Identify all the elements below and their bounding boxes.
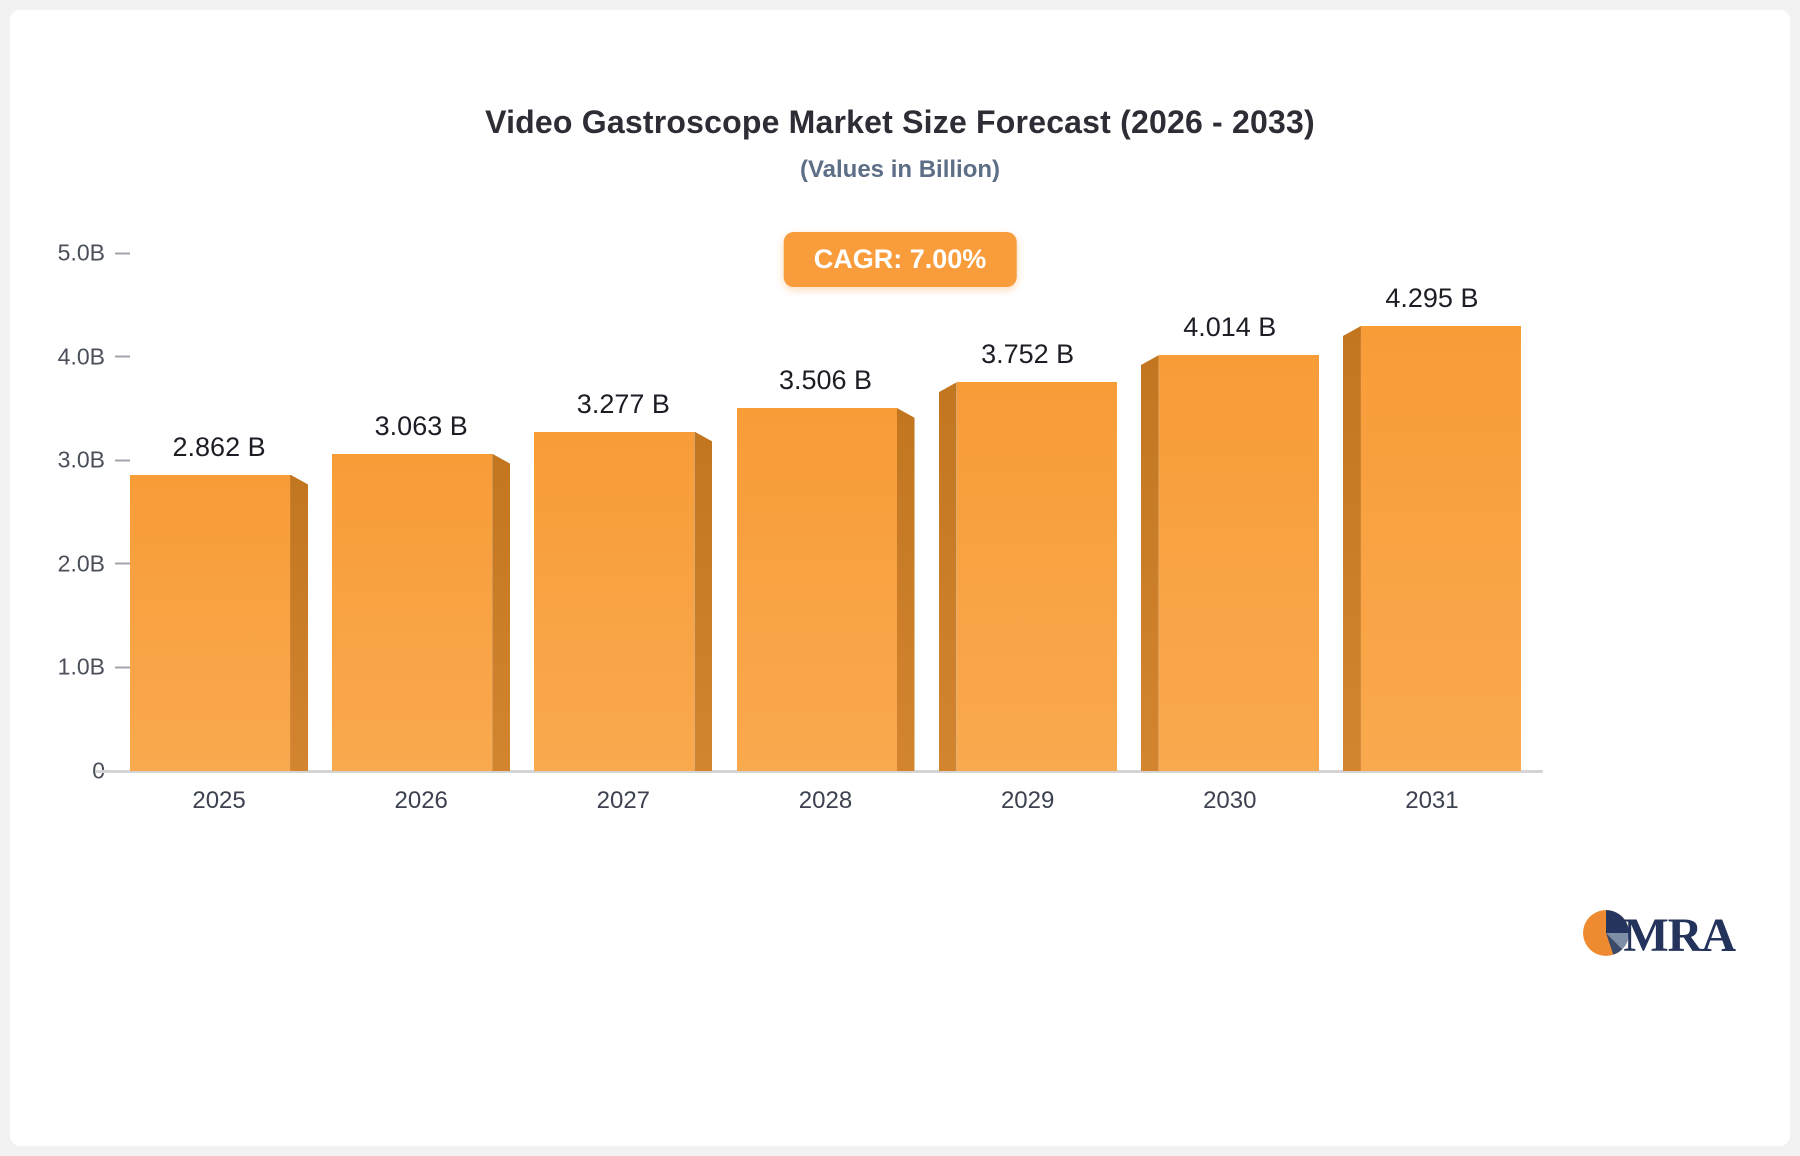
cagr-badge: CAGR: 7.00% <box>783 232 1017 287</box>
y-axis: 5.0B 4.0B 3.0B 2.0B 1.0B 0 <box>40 240 130 784</box>
y-tick: 5.0B <box>58 240 130 267</box>
tick-mark <box>115 459 130 462</box>
bar-face <box>534 431 695 771</box>
y-tick: 4.0B <box>58 343 130 370</box>
logo-pie-icon <box>1581 908 1631 963</box>
bar-value-label: 2.862 B <box>172 431 266 462</box>
bar-value-label: 3.506 B <box>778 364 873 395</box>
chart-subtitle: (Values in Billion) <box>799 156 1001 183</box>
bar-2028 <box>736 407 915 771</box>
bar-side-shade <box>1140 355 1159 771</box>
y-tick: 3.0B <box>58 447 130 474</box>
bar-value-label: 3.277 B <box>576 388 670 419</box>
x-axis-label: 2028 <box>798 787 853 814</box>
bar-value-label: 3.752 B <box>981 339 1075 370</box>
x-axis-label: 2025 <box>192 787 246 814</box>
tick-mark <box>115 252 130 254</box>
bar-2027 <box>534 431 713 771</box>
bar-side-shade <box>694 431 713 771</box>
y-tick-label: 1.0B <box>57 653 105 680</box>
y-tick-label: 2.0B <box>57 550 105 577</box>
bar-group-2025: 2.862 B 2025 <box>130 253 309 814</box>
x-axis-label: 2027 <box>596 787 651 814</box>
bar-2031 <box>1342 326 1521 771</box>
chart-title: Video Gastroscope Market Size Forecast (… <box>485 104 1315 140</box>
x-axis-label: 2029 <box>1000 787 1055 814</box>
logo-text: MRA <box>1623 909 1736 962</box>
y-tick: 1.0B <box>58 654 130 681</box>
bar-side-shade <box>492 453 511 771</box>
bar-face <box>332 453 493 771</box>
bar-side-shade <box>1342 326 1361 771</box>
x-axis-line <box>95 770 1543 773</box>
bar-group-2029: 3.752 B 2029 <box>938 253 1117 814</box>
bar-value-label: 4.295 B <box>1385 283 1479 314</box>
y-tick: 2.0B <box>58 550 130 577</box>
chart-card: Video Gastroscope Market Size Forecast (… <box>10 10 1790 1146</box>
bar-group-2026: 3.063 B 2026 <box>332 253 511 814</box>
bar-group-2030: 4.014 B 2030 <box>1140 253 1319 814</box>
tick-mark <box>115 666 130 669</box>
tick-mark <box>115 562 130 565</box>
bar-side-shade <box>938 382 957 771</box>
bar-group-2028: 3.506 B 2028 <box>736 253 915 814</box>
y-tick-label: 5.0B <box>57 239 105 266</box>
plot-area: 2.862 B 2025 3.063 B 2026 3.277 B 2027 3.506 B… <box>118 253 1533 814</box>
bar-side-shade <box>896 407 915 771</box>
x-axis-label: 2031 <box>1405 787 1459 814</box>
y-tick-label: 3.0B <box>57 446 105 473</box>
y-tick-label: 4.0B <box>57 343 105 370</box>
bar-face <box>1360 326 1521 771</box>
bar-2025 <box>130 474 309 771</box>
x-axis-label: 2026 <box>394 787 448 814</box>
bar-value-label: 4.014 B <box>1183 312 1277 343</box>
tick-mark <box>115 355 130 358</box>
bar-side-shade <box>290 474 309 771</box>
brand-logo: MRA <box>1581 908 1736 963</box>
x-axis-label: 2030 <box>1203 787 1257 814</box>
bar-face <box>956 382 1117 771</box>
bar-2030 <box>1140 355 1319 771</box>
bar-2026 <box>332 453 511 771</box>
bar-value-label: 3.063 B <box>374 410 468 441</box>
bar-group-2031: 4.295 B 2031 <box>1342 253 1521 814</box>
bar-face <box>736 407 897 771</box>
bar-face <box>130 474 291 771</box>
bar-face <box>1158 355 1319 771</box>
bar-group-2027: 3.277 B 2027 <box>534 253 713 814</box>
bar-2029 <box>938 382 1117 771</box>
